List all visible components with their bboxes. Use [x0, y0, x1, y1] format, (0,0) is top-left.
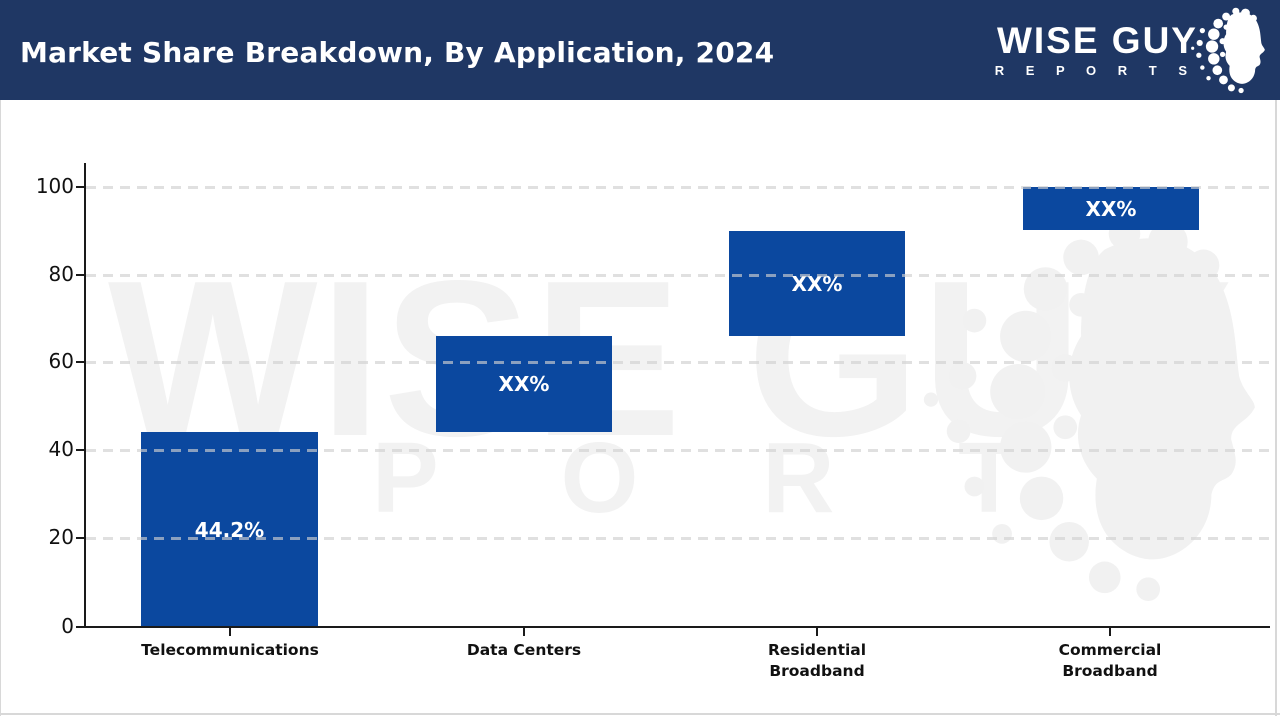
bar-commercial-broadband: XX%: [1023, 187, 1199, 230]
bar-data-centers: XX%: [436, 336, 612, 432]
y-tick: [76, 186, 84, 188]
y-tick: [76, 626, 84, 628]
bar-value-label: XX%: [498, 372, 550, 396]
frame-edge-right: [1275, 100, 1277, 716]
y-tick: [76, 449, 84, 451]
category-label-commercial-broadband: Commercial Broadband: [1058, 641, 1162, 680]
bar-residential-broadband: XX%: [729, 231, 905, 336]
x-tick: [816, 628, 818, 636]
gridline-80: [86, 274, 1270, 277]
gridline-100: [86, 186, 1270, 189]
y-tick-label: 80: [48, 262, 74, 286]
bar-telecommunications: 44.2%: [141, 432, 318, 627]
frame-edge-left: [0, 100, 1, 716]
y-tick-label: 20: [48, 525, 74, 549]
y-tick: [76, 361, 84, 363]
x-tick: [523, 628, 525, 636]
wise-guy-reports-logo: WISE GUY R E P O R T S: [995, 6, 1270, 94]
gridline-40: [86, 449, 1270, 452]
chart-title: Market Share Breakdown, By Application, …: [20, 36, 775, 69]
x-axis-line: [84, 626, 1270, 628]
y-tick-label: 0: [61, 614, 74, 638]
logo-subtext: R E P O R T S: [994, 62, 1196, 78]
x-tick: [1109, 628, 1111, 636]
gridline-20: [86, 537, 1270, 540]
header-bar: Market Share Breakdown, By Application, …: [0, 0, 1280, 100]
logo-text: WISE GUY R E P O R T S: [994, 20, 1198, 78]
gridline-60: [86, 361, 1270, 364]
category-label-residential-broadband: Residential Broadband: [767, 641, 867, 680]
y-tick-label: 60: [48, 349, 74, 373]
y-tick: [76, 274, 84, 276]
logo-wordmark: WISE GUY: [996, 20, 1198, 62]
bar-value-label: XX%: [1085, 196, 1137, 221]
category-label-data-centers: Data Centers: [466, 641, 582, 659]
watermark-face-icon: [923, 217, 1255, 602]
x-tick: [229, 628, 231, 636]
y-tick-label: 100: [35, 174, 74, 198]
watermark-subtext: P O R T S: [372, 422, 1258, 534]
y-tick-label: 40: [48, 437, 74, 461]
wise-guy-face-icon: [1191, 7, 1265, 94]
y-axis-line: [84, 163, 86, 628]
category-label-telecommunications: Telecommunications: [141, 641, 319, 659]
y-tick: [76, 537, 84, 539]
frame-edge-bottom: [0, 713, 1280, 715]
